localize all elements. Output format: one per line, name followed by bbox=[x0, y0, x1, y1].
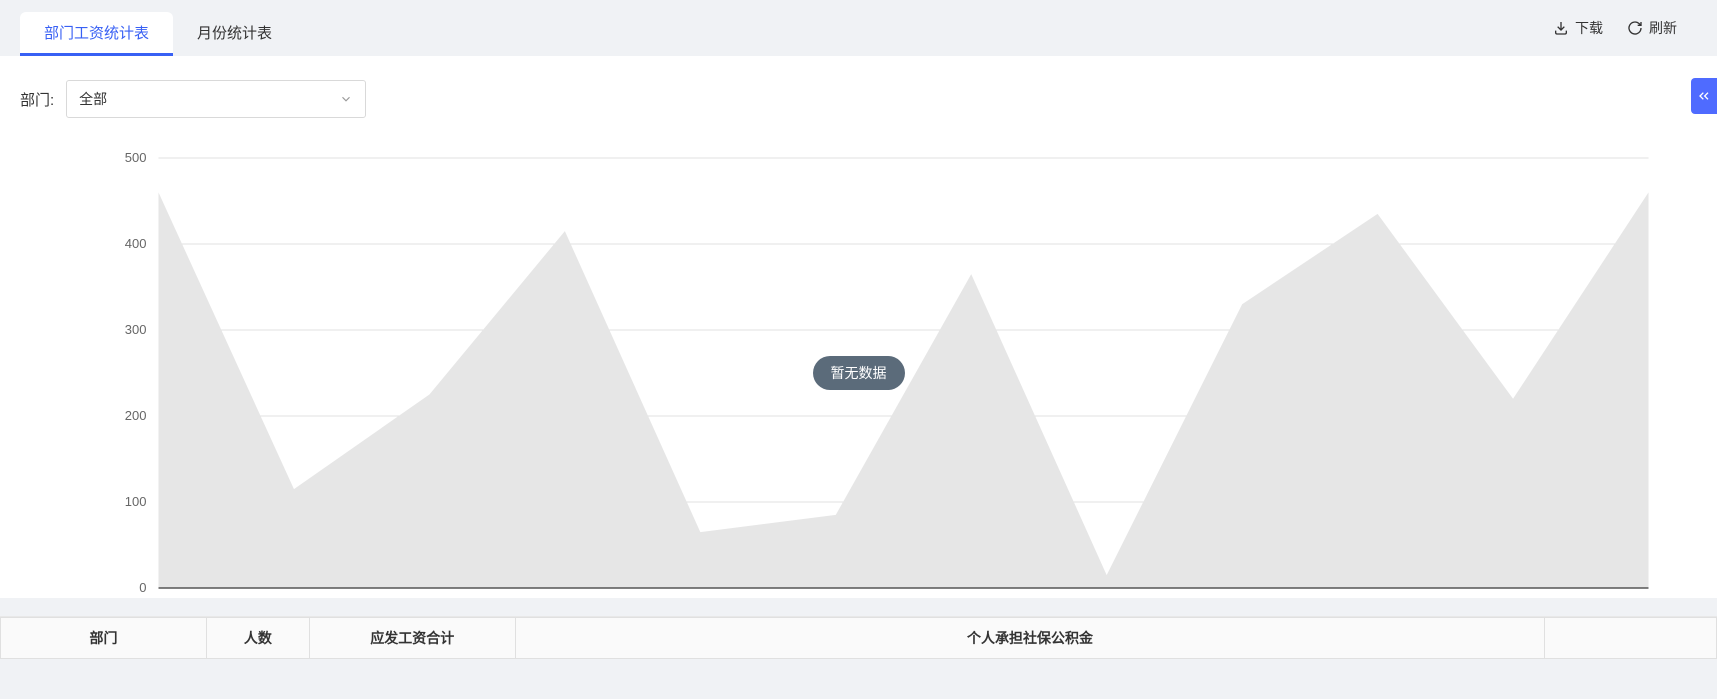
table-header-cell: 个人承担社保公积金 bbox=[515, 618, 1545, 659]
table-header-cell: 人数 bbox=[206, 618, 309, 659]
table-header-cell: 部门 bbox=[1, 618, 207, 659]
dept-select[interactable]: 全部 bbox=[66, 80, 366, 118]
download-label: 下载 bbox=[1575, 18, 1603, 38]
area-series bbox=[159, 192, 1649, 588]
refresh-label: 刷新 bbox=[1649, 18, 1677, 38]
y-tick-label: 300 bbox=[125, 322, 147, 337]
salary-area-chart: 0 100 200 300 400 500 暂无数据 bbox=[20, 148, 1697, 598]
no-data-badge: 暂无数据 bbox=[813, 356, 905, 390]
content-card: 部门: 全部 0 100 200 300 400 500 暂无数据 bbox=[0, 56, 1717, 598]
table-header-cell: 应发工资合计 bbox=[309, 618, 515, 659]
y-tick-label: 400 bbox=[125, 236, 147, 251]
y-tick-label: 100 bbox=[125, 494, 147, 509]
y-tick-label: 200 bbox=[125, 408, 147, 423]
chevron-left-double-icon bbox=[1696, 88, 1712, 104]
download-icon bbox=[1553, 20, 1569, 36]
page-root: 部门工资统计表 月份统计表 下载 刷新 部门: 全部 bbox=[0, 0, 1717, 699]
table-header-row: 部门人数应发工资合计个人承担社保公积金 bbox=[1, 618, 1717, 659]
dept-select-value: 全部 bbox=[79, 89, 107, 109]
tabs-container: 部门工资统计表 月份统计表 bbox=[20, 0, 296, 56]
y-tick-label: 500 bbox=[125, 150, 147, 165]
toolbar-actions: 下载 刷新 bbox=[1553, 18, 1677, 38]
filter-row: 部门: 全部 bbox=[20, 80, 1697, 118]
refresh-icon bbox=[1627, 20, 1643, 36]
tab-bar: 部门工资统计表 月份统计表 下载 刷新 bbox=[0, 0, 1717, 56]
dept-filter-label: 部门: bbox=[20, 89, 54, 110]
y-tick-label: 0 bbox=[139, 580, 146, 595]
salary-table: 部门人数应发工资合计个人承担社保公积金 bbox=[0, 616, 1717, 659]
download-button[interactable]: 下载 bbox=[1553, 18, 1603, 38]
tab-dept-salary[interactable]: 部门工资统计表 bbox=[20, 12, 173, 56]
table-header-cell bbox=[1545, 618, 1717, 659]
refresh-button[interactable]: 刷新 bbox=[1627, 18, 1677, 38]
side-collapse-handle[interactable] bbox=[1691, 78, 1717, 114]
tab-month-stats[interactable]: 月份统计表 bbox=[173, 12, 296, 56]
table: 部门人数应发工资合计个人承担社保公积金 bbox=[0, 617, 1717, 659]
chevron-down-icon bbox=[339, 92, 353, 106]
